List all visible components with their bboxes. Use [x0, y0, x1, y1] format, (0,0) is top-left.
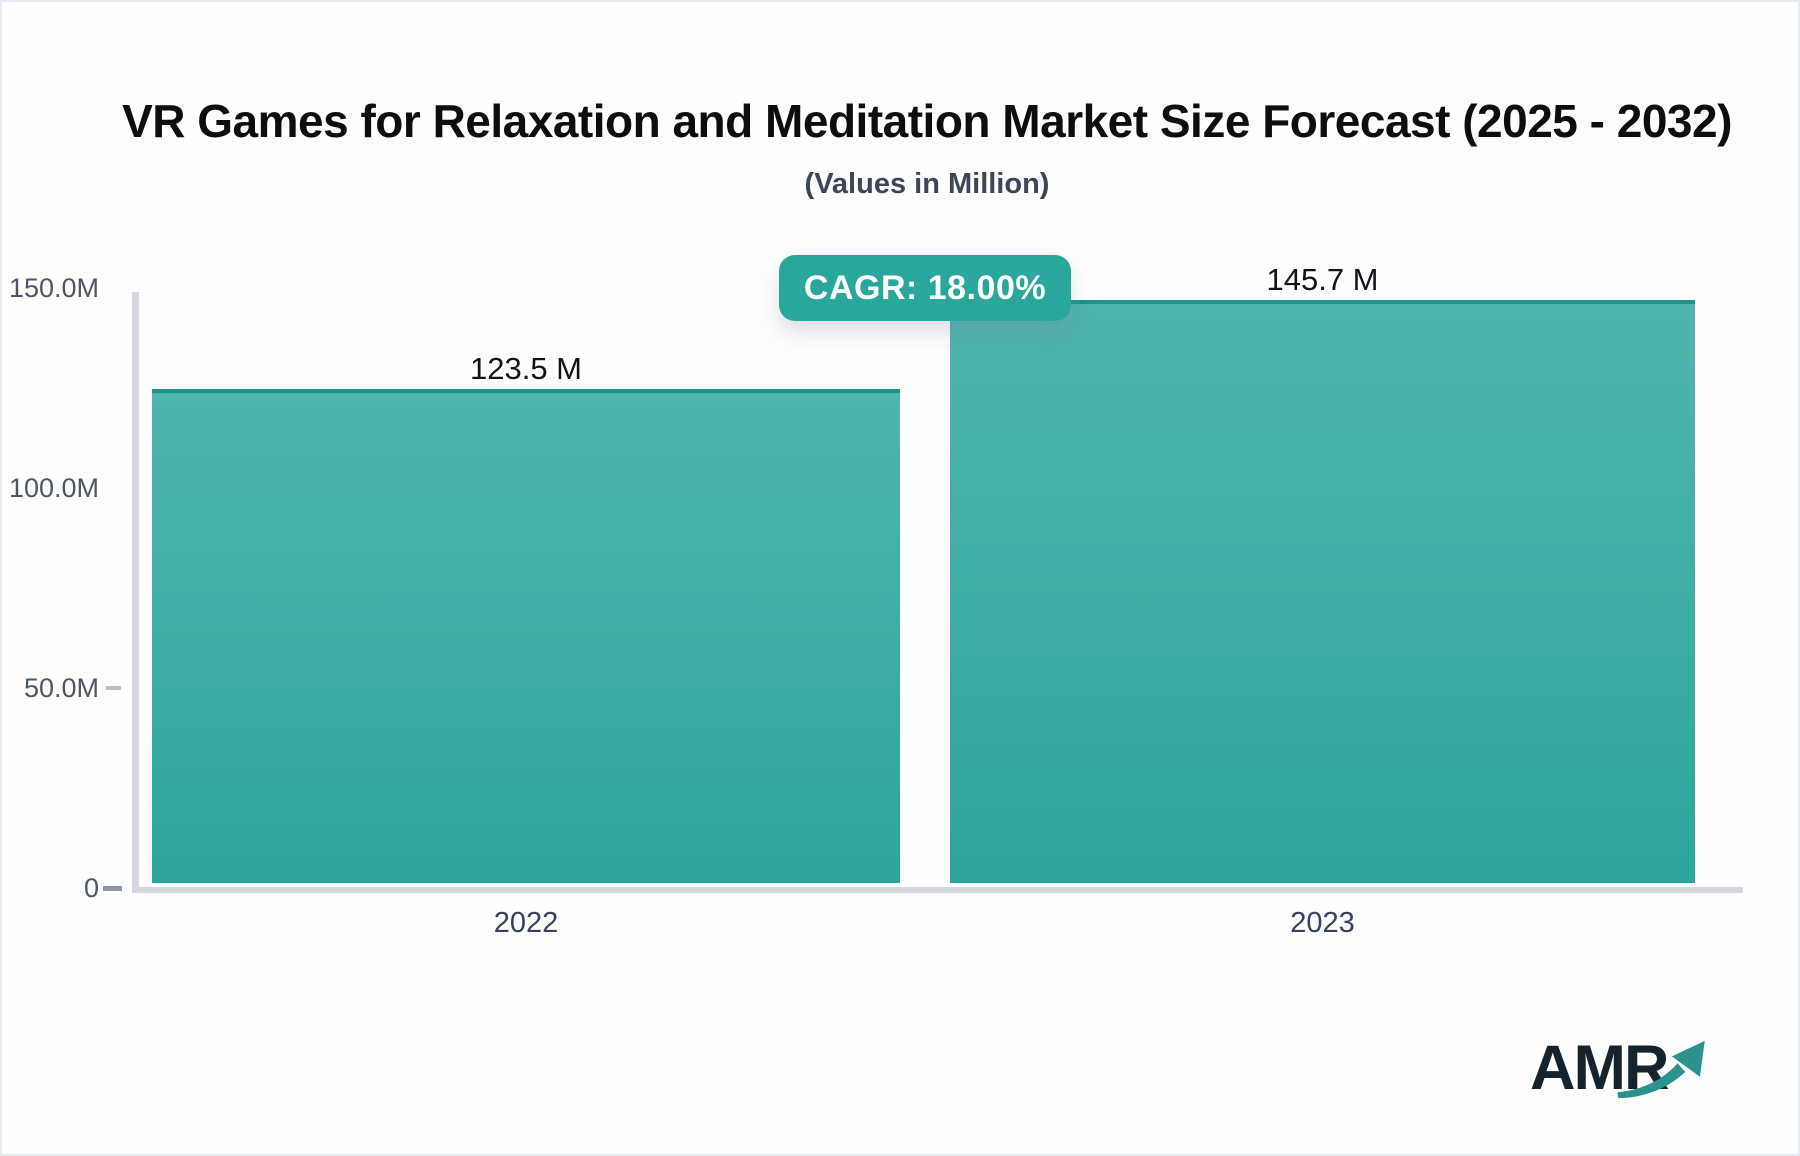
y-tick-label-50m: 50.0M	[23, 673, 99, 703]
x-category-label-2023: 2023	[1290, 907, 1355, 939]
bar-value-label-2022: 123.5 M	[469, 351, 582, 386]
amr-logo: AMR	[1530, 1032, 1730, 1122]
cagr-badge: CAGR: 18.00%	[779, 255, 1071, 321]
y-tick-label-0: 0	[83, 873, 99, 903]
y-tick-mark-0	[103, 886, 122, 891]
bar-2023	[950, 300, 1695, 883]
y-axis-line	[132, 292, 139, 887]
y-tick-label-150m: 150.0M	[8, 273, 99, 303]
bar-value-label-2023: 145.7 M	[1266, 262, 1379, 297]
y-tick-label-100m: 100.0M	[8, 473, 99, 503]
growth-arrow-icon	[1617, 1040, 1705, 1099]
x-category-label-2022: 2022	[493, 907, 559, 939]
bar-2022	[152, 389, 900, 883]
chart-subtitle: (Values in Million)	[804, 168, 1050, 200]
chart-title: VR Games for Relaxation and Meditation M…	[122, 95, 1732, 147]
x-axis-line	[132, 887, 1743, 893]
y-tick-mark-50m	[106, 686, 121, 690]
